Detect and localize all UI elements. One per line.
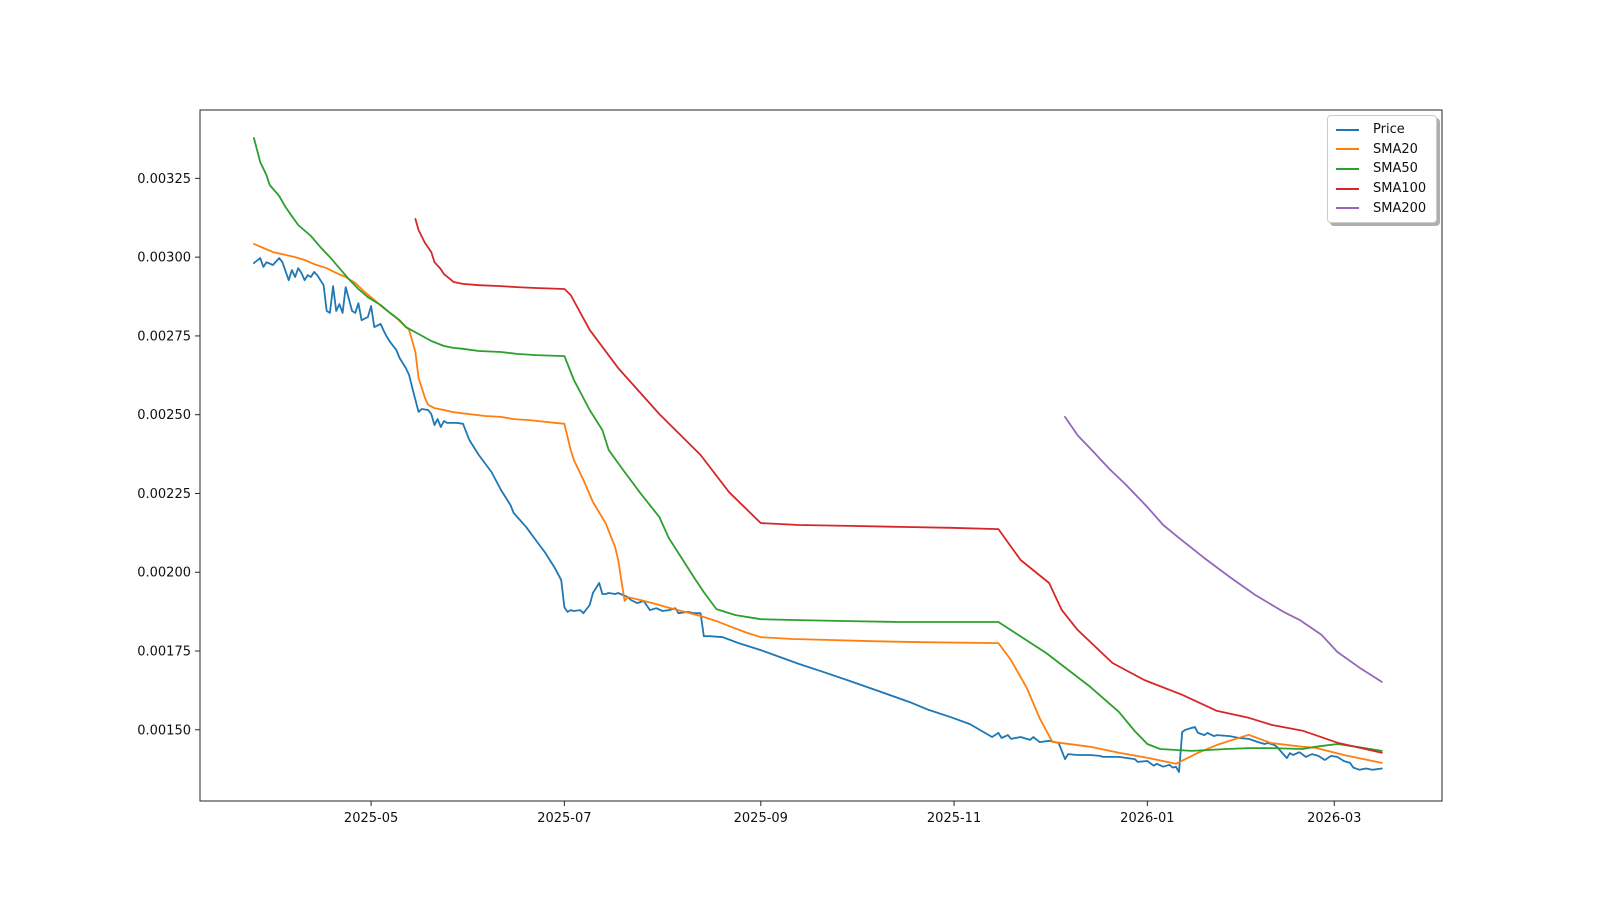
legend-item-price: Price <box>1336 120 1428 140</box>
x-tick-label: 2026-01 <box>1120 811 1174 826</box>
y-tick-label: 0.00175 <box>137 645 191 660</box>
y-axis: 0.00150 0.00175 0.00200 0.00225 0.00250 0.002… <box>137 172 200 738</box>
plot-frame <box>199 109 1443 802</box>
x-tick-label: 2025-07 <box>537 811 591 826</box>
y-tick-label: 0.00225 <box>137 487 191 502</box>
sma100-line-swatch <box>1336 187 1359 190</box>
sma200-line-swatch <box>1336 207 1359 210</box>
series-line-sma20 <box>252 242 1383 765</box>
x-axis: 2025-05 2025-07 2025-09 2025-11 2026-01 2026-… <box>344 801 1361 826</box>
y-tick-label: 0.00300 <box>137 251 191 266</box>
y-tick-label: 0.00275 <box>137 329 191 344</box>
legend-item-sma20: SMA20 <box>1336 140 1428 160</box>
legend-item-sma100: SMA100 <box>1336 179 1428 199</box>
y-tick-label: 0.00150 <box>137 723 191 738</box>
legend-label: SMA200 <box>1373 200 1427 216</box>
legend-label: Price <box>1373 122 1405 138</box>
x-tick-label: 2025-11 <box>927 811 981 826</box>
series-line-price <box>252 257 1383 773</box>
y-tick-label: 0.00325 <box>137 172 191 187</box>
price-line-swatch <box>1336 128 1359 131</box>
y-tick-label: 0.00200 <box>137 566 191 581</box>
sma50-line-swatch <box>1336 167 1359 170</box>
x-tick-label: 2025-05 <box>344 811 398 826</box>
series-line-sma200 <box>1064 415 1383 683</box>
series-line-sma50 <box>252 137 1383 752</box>
x-tick-label: 2026-03 <box>1307 811 1361 826</box>
legend-label: SMA100 <box>1373 181 1427 197</box>
legend-label: SMA50 <box>1373 161 1418 177</box>
x-tick-label: 2025-09 <box>734 811 788 826</box>
legend-item-sma200: SMA200 <box>1336 198 1428 218</box>
series-line-sma100 <box>414 218 1383 754</box>
legend: Price SMA20 SMA50 SMA100 SMA200 <box>1327 115 1437 223</box>
sma20-line-swatch <box>1336 148 1359 151</box>
legend-label: SMA20 <box>1373 141 1418 157</box>
y-tick-label: 0.00250 <box>137 408 191 423</box>
legend-item-sma50: SMA50 <box>1336 159 1428 179</box>
